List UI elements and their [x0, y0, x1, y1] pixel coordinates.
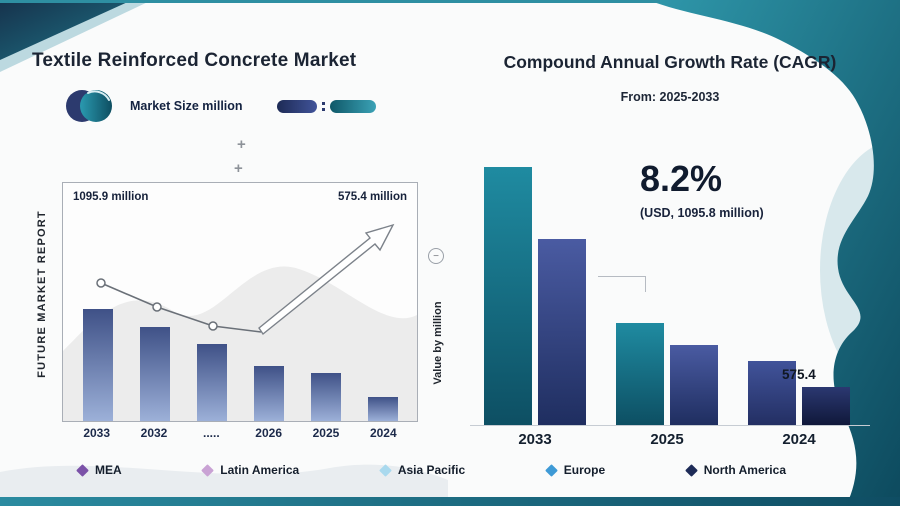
minus-glyph: − [433, 250, 439, 262]
left-axis-label-2026: 2026 [255, 426, 282, 440]
legend-label: Latin America [220, 463, 300, 477]
legend-item-europe: Europe [544, 463, 606, 477]
left-axis-label-2032: 2032 [140, 426, 168, 440]
legend-diamond-icon [378, 463, 392, 477]
cagr-note: (USD, 1095.8 million) [640, 206, 764, 220]
future-market-report-watermark: FUTURE MARKET REPORT [36, 210, 48, 378]
legend-label: Europe [563, 463, 606, 477]
left-chart: 1095.9 million 575.4 million [62, 182, 418, 422]
left-chart-xaxis: 2033 2032..... 2026 2025 2024 [62, 426, 418, 440]
right-bar-2025-series1 [616, 323, 664, 425]
right-chart-ylabel: Value by million [432, 301, 444, 385]
trend-arrow [96, 223, 395, 336]
right-bar-group-2033: 2033 [484, 167, 586, 448]
cagr-value: 8.2% [640, 158, 723, 199]
left-bar-2025 [310, 373, 341, 421]
left-axis-label-2024: 2024 [369, 426, 397, 440]
right-chart-baseline [470, 425, 870, 426]
legend-item-north-america: North America [684, 463, 786, 477]
legend-label: North America [703, 463, 786, 477]
left-chart-title: Textile Reinforced Concrete Market [32, 50, 357, 71]
right-bar-2033-series1 [484, 167, 532, 425]
legend-label: MEA [95, 463, 122, 477]
right-bar-2024-series1 [748, 361, 796, 425]
left-chart-bars [63, 183, 417, 421]
legend-label: Asia Pacific [397, 463, 466, 477]
right-chart-title: Compound Annual Growth Rate (CAGR) [503, 52, 837, 72]
plus-icon: + [234, 160, 243, 177]
right-bar-2025-series2 [670, 345, 718, 425]
legend-item-asia-pacific: Asia Pacific [378, 463, 466, 477]
minus-circle-icon: − [428, 248, 444, 264]
cagr-period: From: 2025-2033 [620, 90, 720, 104]
bracket-decoration [598, 276, 646, 292]
right-axis-label-2024: 2024 [782, 431, 816, 448]
right-axis-label-2025: 2025 [650, 431, 684, 448]
legend-diamond-icon [201, 463, 215, 477]
navy-pill-decoration [277, 100, 317, 113]
value-data-label: 575.4 [782, 367, 816, 382]
legend-item-latin-america: Latin America [201, 463, 300, 477]
pill-separator-decoration [322, 102, 325, 111]
market-size-legend-label: Market Size million [130, 99, 243, 113]
legend-diamond-icon [684, 463, 698, 477]
right-bar-2024-series2 [802, 387, 850, 425]
legend-diamond-icon [76, 463, 89, 477]
left-bar-..... [196, 344, 227, 421]
left-bar-2024 [367, 397, 398, 421]
left-axis-label-2025: 2025 [312, 426, 340, 440]
right-axis-label-2033: 2033 [518, 431, 552, 448]
cylinder-icon [66, 90, 112, 122]
teal-pill-decoration [330, 100, 376, 113]
left-axis-label-.....: ..... [202, 426, 220, 440]
legend-diamond-icon [544, 463, 558, 477]
right-bar-group-2024: 2024 [748, 361, 850, 448]
right-bar-group-2025: 2025 [616, 323, 718, 448]
min-value-label: 575.4 million [337, 191, 407, 203]
max-value-label: 1095.9 million [73, 191, 149, 203]
left-axis-label-2033: 2033 [83, 426, 111, 440]
cagr-block: 8.2% (USD, 1095.8 million) [640, 158, 764, 220]
plus-icon: + [237, 136, 246, 153]
left-bar-2026 [253, 366, 284, 421]
right-chart: 2033 2025 2024 575.4 [470, 160, 870, 470]
left-bar-2032 [139, 327, 170, 421]
legend-item-mea: MEA [76, 463, 122, 477]
left-chart-legend: Market Size million [62, 88, 243, 124]
right-bar-2033-series2 [538, 239, 586, 425]
gradient-pills-decoration [277, 100, 376, 113]
footer-legend: MEA Latin America Asia Pacific Europe North … [76, 463, 786, 477]
left-bar-2033 [82, 309, 113, 421]
right-chart-groups: 2033 2025 2024 [470, 160, 870, 448]
